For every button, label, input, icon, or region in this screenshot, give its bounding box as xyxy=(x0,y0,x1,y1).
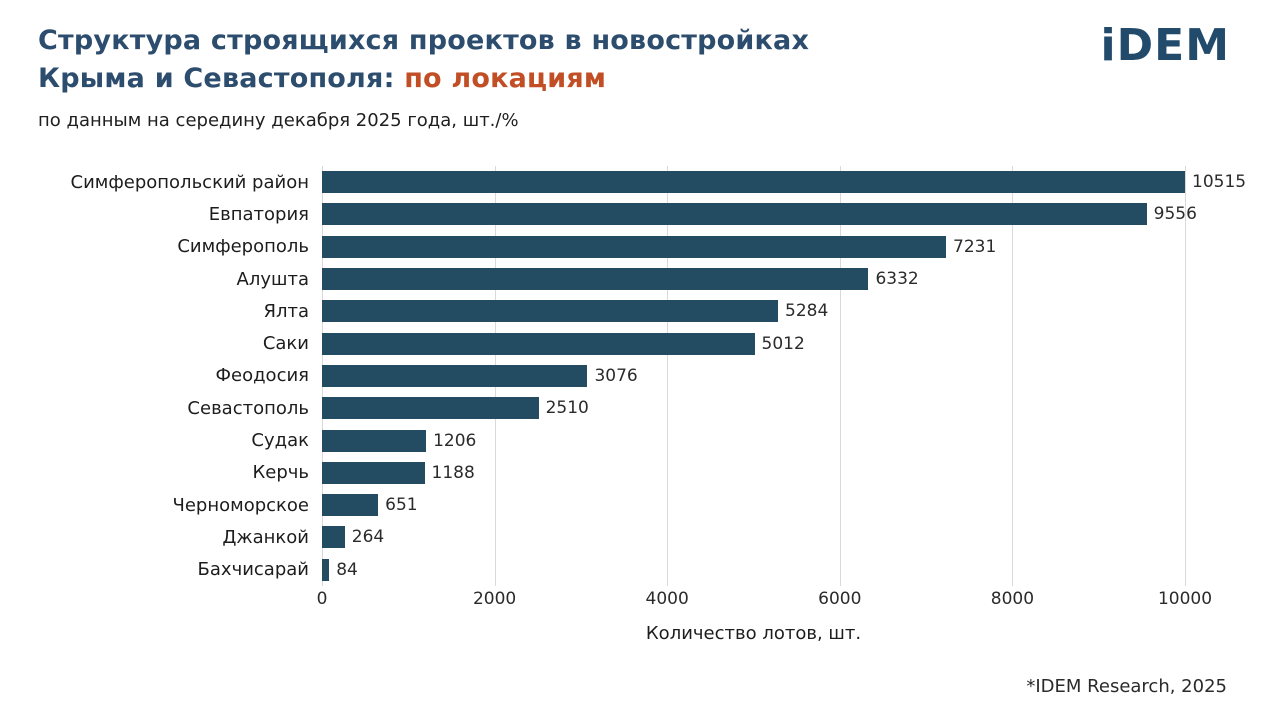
bar xyxy=(322,268,869,291)
title-line-2-accent: по локациям xyxy=(404,63,607,94)
value-label: 5284 xyxy=(785,301,829,322)
chart-row: Алушта 6332 xyxy=(0,263,1280,295)
x-axis-title: Количество лотов, шт. xyxy=(645,622,862,644)
value-label: 10515 xyxy=(1192,172,1247,193)
chart-row: Евпатория 9556 xyxy=(0,198,1280,230)
value-label: 3076 xyxy=(594,365,638,386)
bar xyxy=(322,171,1185,194)
bar-track: 3076 xyxy=(322,364,1185,387)
value-label: 1188 xyxy=(431,462,475,483)
title-line-2-dark: Крыма и Севастополя: xyxy=(38,63,395,94)
value-label: 5012 xyxy=(761,333,805,354)
category-label: Судак xyxy=(251,430,309,452)
value-label: 264 xyxy=(351,527,385,548)
bar xyxy=(322,461,425,484)
chart-row: Керчь 1188 xyxy=(0,457,1280,489)
x-axis-ticks: 0 2000 4000 6000 8000 10000 xyxy=(317,588,1212,613)
bar-track: 10515 xyxy=(322,171,1246,194)
x-tick-label: 10000 xyxy=(1157,588,1213,609)
idem-logo: iDEM xyxy=(1100,20,1230,71)
chart-plot-area: Симферопольский район 10515 Евпатория 9556 С… xyxy=(0,166,1280,586)
chart-row: Судак 1206 xyxy=(0,424,1280,456)
bar xyxy=(322,332,755,355)
source-note: *IDEM Research, 2025 xyxy=(1026,676,1227,697)
category-label: Севастополь xyxy=(187,397,309,419)
category-label: Ялта xyxy=(263,300,309,322)
x-tick-label: 0 xyxy=(316,588,328,609)
bar-track: 1206 xyxy=(322,429,1185,452)
bar-track: 6332 xyxy=(322,268,1185,291)
title-line-1: Структура строящихся проектов в новостро… xyxy=(38,25,810,56)
bar-track: 264 xyxy=(322,526,1185,549)
value-label: 1206 xyxy=(433,430,477,451)
bar-track: 1188 xyxy=(322,461,1185,484)
category-label: Алушта xyxy=(236,268,309,290)
category-label: Черноморское xyxy=(172,494,310,516)
bar-track: 84 xyxy=(322,558,1185,581)
bar-track: 9556 xyxy=(322,203,1197,226)
category-label: Саки xyxy=(262,333,309,355)
chart-row: Севастополь 2510 xyxy=(0,392,1280,424)
bar xyxy=(322,300,778,323)
category-label: Симферопольский район xyxy=(70,171,309,193)
title-line-2: Крыма и Севастополя: по локациям xyxy=(38,60,809,98)
x-tick-label: 6000 xyxy=(818,588,862,609)
bar xyxy=(322,558,330,581)
bar-track: 2510 xyxy=(322,397,1185,420)
bar-track: 651 xyxy=(322,494,1185,517)
chart-row: Саки 5012 xyxy=(0,327,1280,359)
bar xyxy=(322,429,427,452)
subtitle: по данным на середину декабря 2025 года,… xyxy=(38,110,519,131)
chart-rows: Симферопольский район 10515 Евпатория 9556 С… xyxy=(0,166,1280,586)
header: Структура строящихся проектов в новостро… xyxy=(38,22,809,131)
bar xyxy=(322,235,947,258)
bar-track: 5012 xyxy=(322,332,1185,355)
x-tick-label: 8000 xyxy=(990,588,1035,609)
x-tick-label: 4000 xyxy=(645,588,689,609)
gridline xyxy=(667,166,669,586)
bar xyxy=(322,397,539,420)
category-label: Керчь xyxy=(252,462,309,484)
category-label: Симферополь xyxy=(177,236,309,258)
x-tick-label: 2000 xyxy=(472,588,517,609)
category-label: Джанкой xyxy=(222,526,309,548)
chart-row: Феодосия 3076 xyxy=(0,360,1280,392)
bar xyxy=(322,526,345,549)
bar xyxy=(322,203,1147,226)
category-label: Феодосия xyxy=(215,365,309,387)
value-label: 84 xyxy=(336,559,358,580)
value-label: 651 xyxy=(385,495,418,516)
chart-row: Бахчисарай 84 xyxy=(0,554,1280,586)
chart-row: Симферополь 7231 xyxy=(0,231,1280,263)
bar xyxy=(322,364,588,387)
category-label: Евпатория xyxy=(208,203,309,225)
chart-row: Ялта 5284 xyxy=(0,295,1280,327)
bar xyxy=(322,494,379,517)
chart-row: Черноморское 651 xyxy=(0,489,1280,521)
bar-track: 7231 xyxy=(322,235,1185,258)
bar-chart: Симферопольский район 10515 Евпатория 9556 С… xyxy=(0,166,1280,644)
gridline xyxy=(1012,166,1014,586)
value-label: 7231 xyxy=(953,236,997,257)
gridline xyxy=(1185,166,1186,586)
category-label: Бахчисарай xyxy=(197,559,309,581)
chart-row: Симферопольский район 10515 xyxy=(0,166,1280,198)
value-label: 2510 xyxy=(545,398,589,419)
value-label: 9556 xyxy=(1153,204,1197,225)
chart-row: Джанкой 264 xyxy=(0,521,1280,553)
bar-track: 5284 xyxy=(322,300,1185,323)
gridline xyxy=(839,166,841,586)
page-title: Структура строящихся проектов в новостро… xyxy=(38,22,809,98)
value-label: 6332 xyxy=(875,269,919,290)
